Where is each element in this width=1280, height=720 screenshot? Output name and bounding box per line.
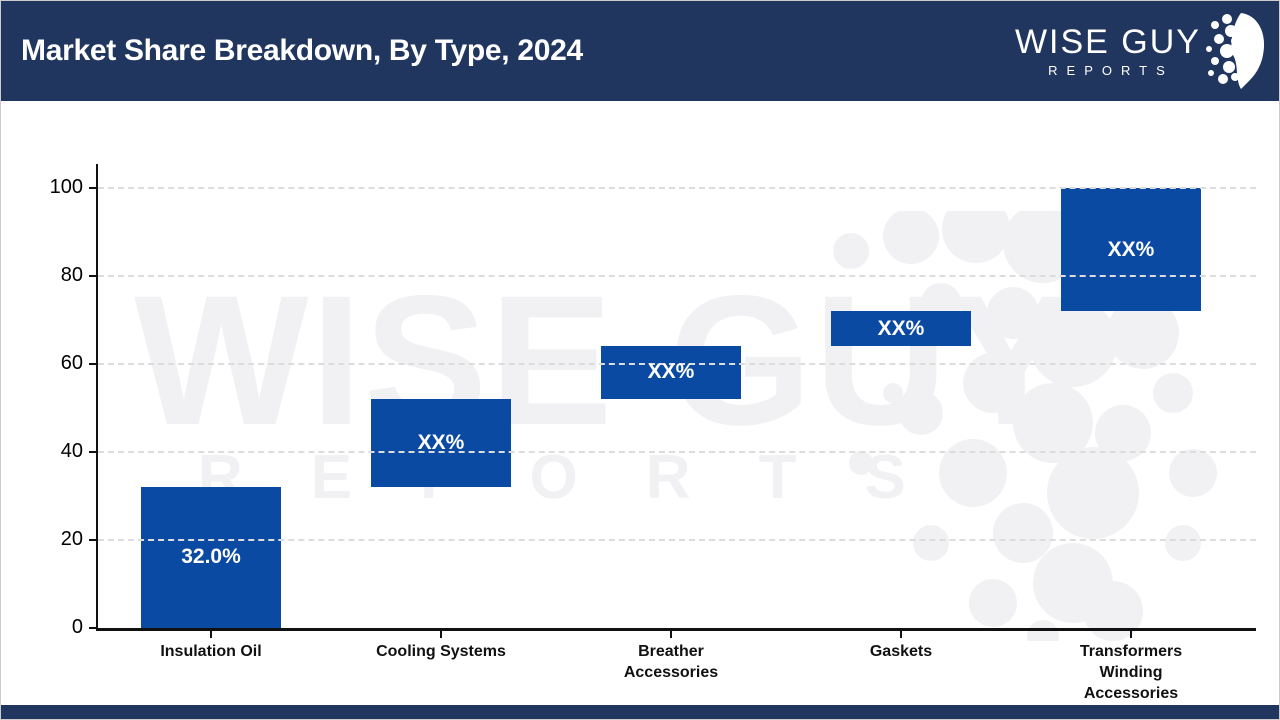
gridline <box>98 451 1256 453</box>
y-tick-label: 20 <box>60 528 83 550</box>
x-axis-line <box>96 628 1256 631</box>
x-tick-mark <box>440 631 442 638</box>
y-tick-mark <box>89 275 96 277</box>
bar <box>371 399 511 488</box>
y-tick-label: 40 <box>60 440 83 462</box>
y-tick-mark <box>89 539 96 541</box>
y-tick-mark <box>89 187 96 189</box>
bar-value-label: XX% <box>877 317 925 341</box>
y-tick-label: 60 <box>60 352 83 374</box>
y-tick-mark <box>89 627 96 629</box>
page-title: Market Share Breakdown, By Type, 2024 <box>21 34 583 67</box>
logo-wiseguy-label: WISE GUY <box>1014 22 1201 61</box>
x-axis-label: Breather Accessories <box>623 643 719 681</box>
x-axis-label: Cooling Systems <box>376 643 506 660</box>
bar <box>601 346 741 400</box>
gridline <box>98 539 1256 541</box>
y-axis-line <box>96 164 98 631</box>
footer-bar <box>1 705 1279 719</box>
y-tick-label: 80 <box>60 264 83 286</box>
header-bar: Market Share Breakdown, By Type, 2024 WI… <box>1 1 1279 101</box>
x-tick-mark <box>670 631 672 638</box>
x-axis-label: Insulation Oil <box>160 643 262 660</box>
y-tick-mark <box>89 363 96 365</box>
logo-reports-label: REPORTS <box>1048 62 1174 78</box>
bar-value-label: XX% <box>417 431 465 455</box>
bar <box>1061 188 1201 312</box>
x-tick-mark <box>900 631 902 638</box>
logo-face-icon <box>1206 13 1265 89</box>
y-tick-label: 100 <box>49 176 83 198</box>
bar <box>831 311 971 347</box>
bar-value-label: XX% <box>1107 238 1155 261</box>
bar-value-label: XX% <box>647 360 695 384</box>
bar-value-label: 32.0% <box>181 545 241 569</box>
watermark-reports-text: REPORTS <box>198 443 974 512</box>
gridline <box>98 187 1256 189</box>
x-tick-mark <box>1130 631 1132 638</box>
x-axis-label: Gaskets <box>869 643 933 660</box>
y-tick-mark <box>89 451 96 453</box>
gridline <box>98 275 1256 277</box>
x-axis-label: Transformers Winding Accessories <box>1079 643 1183 702</box>
y-tick-label: 0 <box>71 616 83 638</box>
bar <box>141 487 281 628</box>
x-tick-mark <box>210 631 212 638</box>
wise-guy-logo: WISE GUY REPORTS <box>1014 11 1279 91</box>
gridline <box>98 363 1256 365</box>
